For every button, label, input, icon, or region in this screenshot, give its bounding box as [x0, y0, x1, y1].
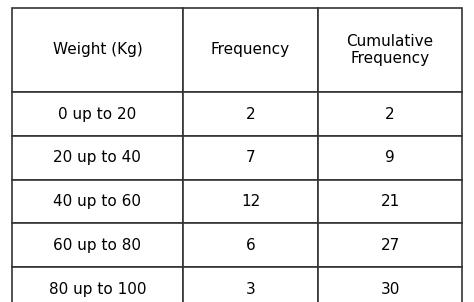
Bar: [183, 180, 318, 223]
Bar: [12, 180, 183, 223]
Text: 3: 3: [246, 282, 255, 297]
Bar: [12, 8, 183, 92]
Text: 60 up to 80: 60 up to 80: [54, 238, 141, 253]
Bar: [12, 267, 183, 302]
Bar: [183, 223, 318, 267]
Bar: [318, 136, 462, 180]
Text: Weight (Kg): Weight (Kg): [53, 42, 142, 57]
Text: 40 up to 60: 40 up to 60: [54, 194, 141, 209]
Bar: [318, 92, 462, 136]
Bar: [12, 92, 183, 136]
Text: 30: 30: [381, 282, 400, 297]
Text: 7: 7: [246, 150, 255, 165]
Bar: [318, 180, 462, 223]
Text: 2: 2: [246, 107, 255, 121]
Text: 0 up to 20: 0 up to 20: [58, 107, 137, 121]
Text: 20 up to 40: 20 up to 40: [54, 150, 141, 165]
Bar: [12, 223, 183, 267]
Bar: [318, 223, 462, 267]
Text: 12: 12: [241, 194, 260, 209]
Text: 9: 9: [385, 150, 395, 165]
Bar: [318, 267, 462, 302]
Bar: [183, 92, 318, 136]
Text: 6: 6: [246, 238, 255, 253]
Bar: [183, 8, 318, 92]
Text: Frequency: Frequency: [211, 42, 290, 57]
Text: 21: 21: [381, 194, 400, 209]
Text: Cumulative
Frequency: Cumulative Frequency: [346, 34, 434, 66]
Bar: [12, 136, 183, 180]
Text: 2: 2: [385, 107, 395, 121]
Text: 80 up to 100: 80 up to 100: [49, 282, 146, 297]
Bar: [318, 8, 462, 92]
Bar: [183, 136, 318, 180]
Text: 27: 27: [381, 238, 400, 253]
Bar: [183, 267, 318, 302]
